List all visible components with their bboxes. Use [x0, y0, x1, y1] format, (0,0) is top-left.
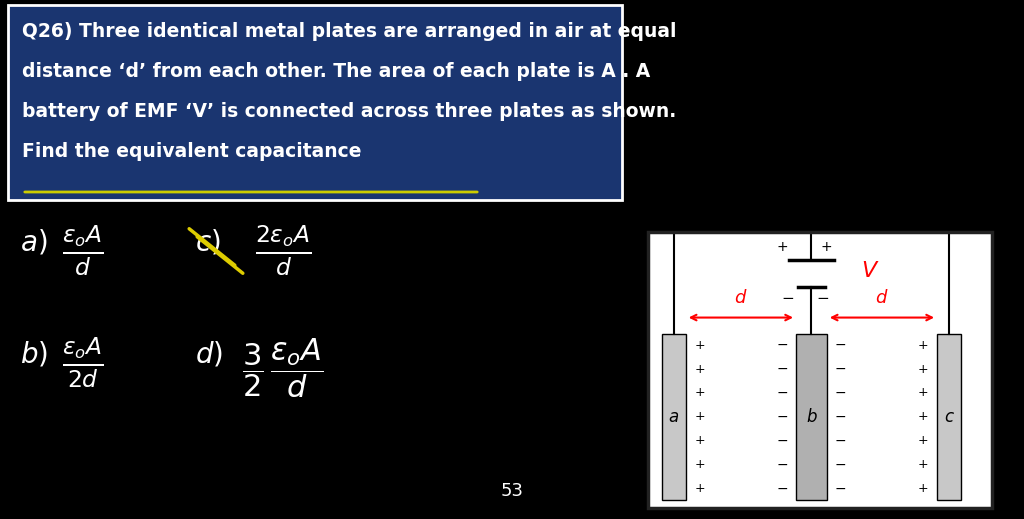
Text: −: −: [835, 362, 847, 376]
Text: +: +: [694, 482, 705, 495]
Bar: [662, 334, 686, 500]
Text: $\mathit{b}$: $\mathit{b}$: [806, 408, 817, 426]
Text: −: −: [776, 458, 788, 472]
Text: $b)$: $b)$: [20, 340, 48, 369]
Text: +: +: [918, 339, 929, 352]
Bar: [796, 334, 827, 500]
Text: Q26) Three identical metal plates are arranged in air at equal: Q26) Three identical metal plates are ar…: [22, 22, 677, 41]
Text: battery of EMF ‘V’ is connected across three plates as shown.: battery of EMF ‘V’ is connected across t…: [22, 102, 676, 121]
Text: $c)$: $c)$: [195, 228, 220, 257]
Text: −: −: [776, 410, 788, 424]
Text: +: +: [918, 387, 929, 400]
Text: +: +: [918, 363, 929, 376]
Text: $\mathit{a}$: $\mathit{a}$: [669, 408, 679, 426]
Text: +: +: [694, 339, 705, 352]
Bar: [648, 232, 992, 508]
Bar: [937, 334, 962, 500]
Text: +: +: [694, 411, 705, 424]
Text: $\mathit{d}$: $\mathit{d}$: [876, 289, 889, 307]
Text: $\dfrac{3}{2}\,\dfrac{\varepsilon_o A}{d}$: $\dfrac{3}{2}\,\dfrac{\varepsilon_o A}{d…: [242, 336, 324, 400]
Text: +: +: [918, 411, 929, 424]
Text: −: −: [776, 362, 788, 376]
Text: −: −: [776, 434, 788, 448]
Text: $a)$: $a)$: [20, 228, 47, 257]
Text: +: +: [694, 458, 705, 471]
Text: +: +: [918, 434, 929, 447]
Text: +: +: [694, 363, 705, 376]
Text: +: +: [820, 240, 831, 254]
Text: $\mathit{d}$: $\mathit{d}$: [734, 289, 748, 307]
Text: $\frac{\varepsilon_o A}{2d}$: $\frac{\varepsilon_o A}{2d}$: [62, 336, 103, 390]
Bar: [648, 232, 992, 508]
Text: −: −: [835, 434, 847, 448]
Text: −: −: [776, 386, 788, 400]
Text: −: −: [817, 291, 829, 306]
Text: +: +: [918, 482, 929, 495]
Text: 53: 53: [501, 482, 523, 500]
Text: +: +: [776, 240, 788, 254]
Text: −: −: [835, 386, 847, 400]
Text: $\frac{\varepsilon_o A}{d}$: $\frac{\varepsilon_o A}{d}$: [62, 224, 103, 278]
Text: $\frac{2\varepsilon_o A}{d}$: $\frac{2\varepsilon_o A}{d}$: [255, 224, 311, 278]
Text: −: −: [835, 410, 847, 424]
Text: distance ‘d’ from each other. The area of each plate is A . A: distance ‘d’ from each other. The area o…: [22, 62, 650, 81]
Text: +: +: [918, 458, 929, 471]
Text: −: −: [776, 482, 788, 496]
Text: $\mathit{V}$: $\mathit{V}$: [861, 261, 880, 281]
Text: −: −: [781, 291, 795, 306]
Text: −: −: [776, 338, 788, 352]
Text: −: −: [835, 458, 847, 472]
Text: $\mathit{c}$: $\mathit{c}$: [943, 408, 954, 426]
Text: −: −: [835, 338, 847, 352]
Text: $d)$: $d)$: [195, 340, 223, 369]
Text: Find the equivalent capacitance: Find the equivalent capacitance: [22, 142, 361, 161]
Polygon shape: [8, 5, 622, 200]
Text: +: +: [694, 434, 705, 447]
Text: −: −: [835, 482, 847, 496]
Text: +: +: [694, 387, 705, 400]
